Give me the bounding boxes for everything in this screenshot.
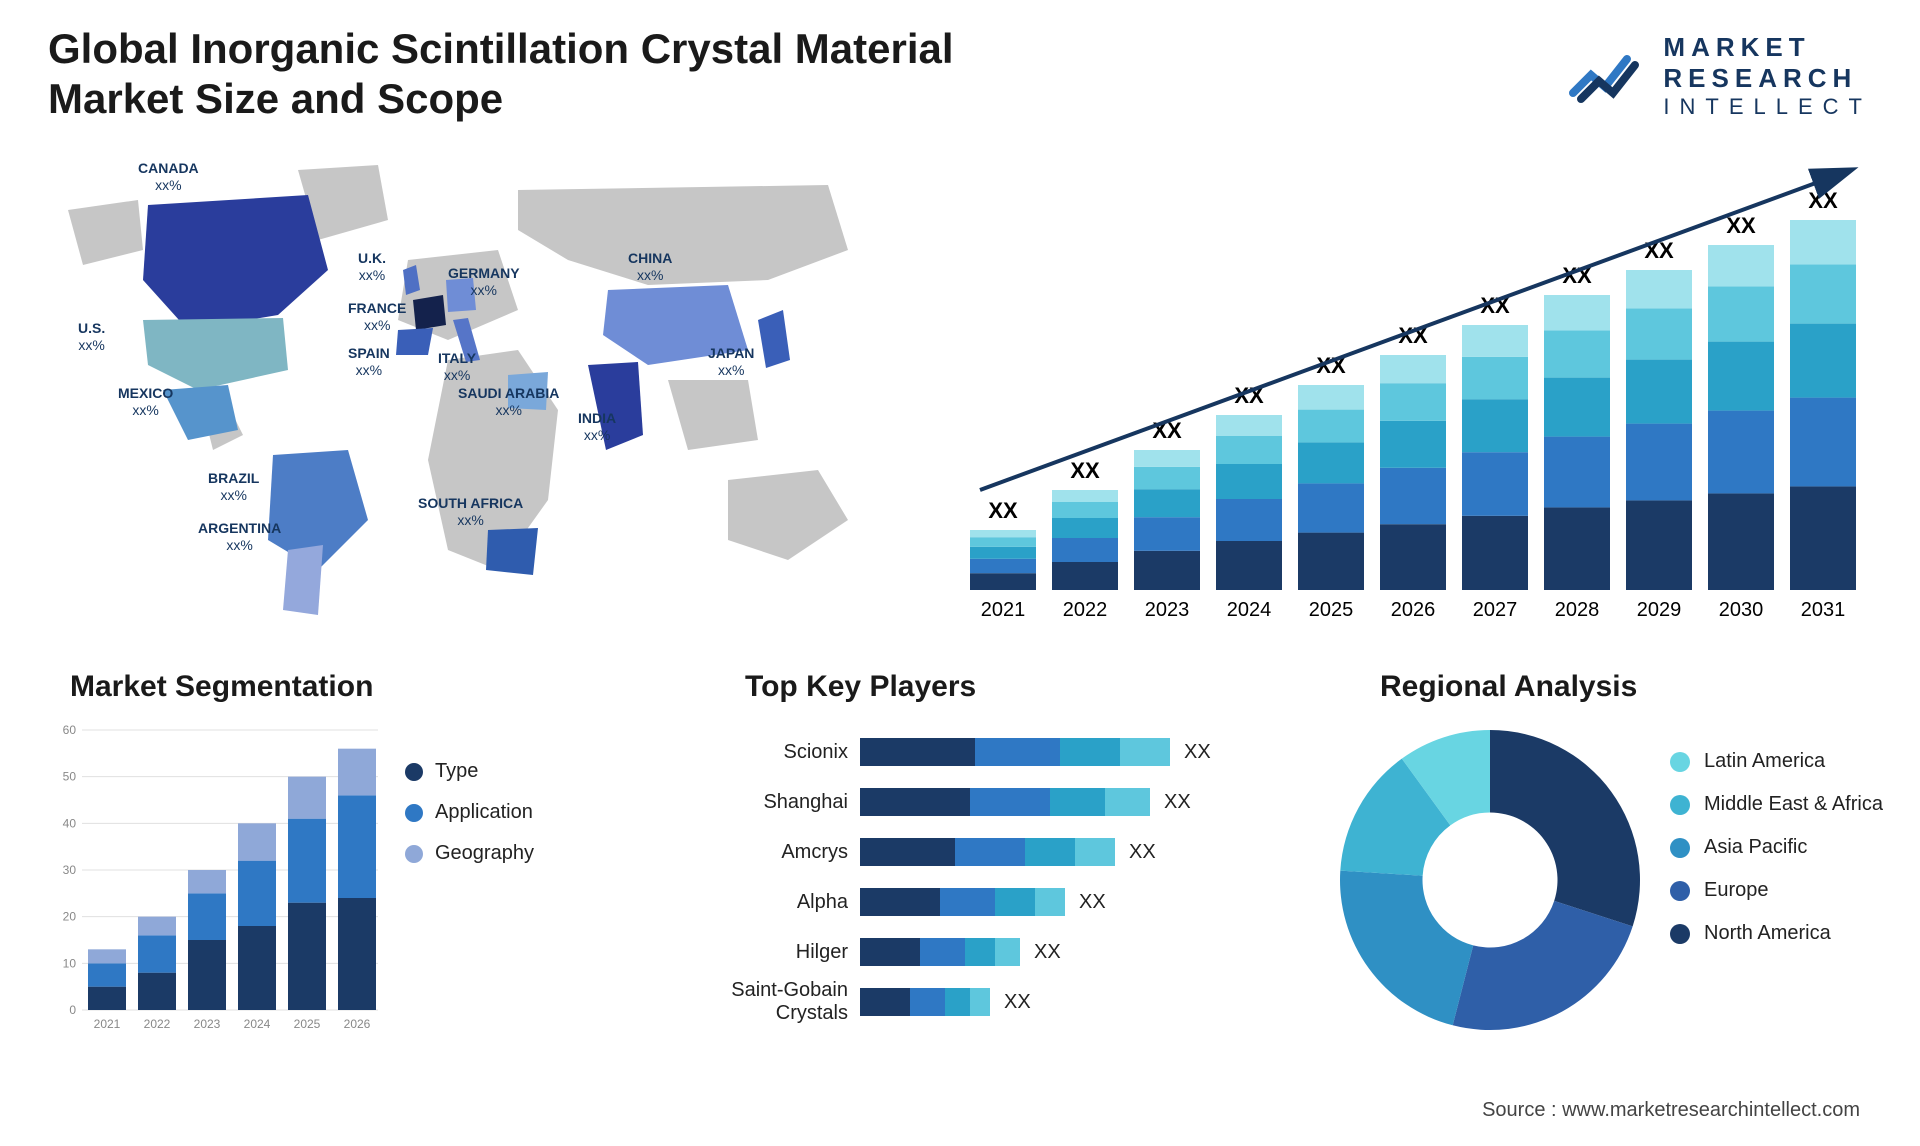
map-label: MEXICOxx% bbox=[118, 385, 173, 419]
key-player-bar bbox=[860, 788, 1150, 816]
key-player-name: Alpha bbox=[660, 891, 860, 914]
svg-text:10: 10 bbox=[63, 956, 77, 970]
key-player-bar bbox=[860, 888, 1065, 916]
key-player-bar bbox=[860, 838, 1115, 866]
svg-text:2024: 2024 bbox=[1227, 599, 1272, 621]
logo-line-3: INTELLECT bbox=[1663, 94, 1872, 120]
map-label: JAPANxx% bbox=[708, 345, 754, 379]
key-player-value: XX bbox=[1079, 891, 1106, 914]
key-player-name: Hilger bbox=[660, 941, 860, 964]
key-player-bar bbox=[860, 938, 1020, 966]
key-player-bar bbox=[860, 738, 1170, 766]
legend-item: Latin America bbox=[1670, 750, 1883, 773]
svg-text:2031: 2031 bbox=[1801, 599, 1846, 621]
segmentation-svg: 0 10 20 30 40 50 60 2021 2022 2023 2024 2025 2026 bbox=[48, 720, 388, 1040]
legend-item: Asia Pacific bbox=[1670, 836, 1883, 859]
legend-item: Geography bbox=[405, 842, 534, 865]
source-text: Source : www.marketresearchintellect.com bbox=[1482, 1099, 1860, 1122]
key-player-value: XX bbox=[1004, 991, 1031, 1014]
svg-text:2022: 2022 bbox=[144, 1017, 171, 1031]
svg-text:2024: 2024 bbox=[244, 1017, 271, 1031]
map-label: U.S.xx% bbox=[78, 320, 105, 354]
svg-text:50: 50 bbox=[63, 770, 77, 784]
svg-text:2022: 2022 bbox=[1063, 599, 1108, 621]
regional-svg bbox=[1330, 720, 1650, 1040]
header: Global Inorganic Scintillation Crystal M… bbox=[48, 24, 1872, 125]
logo-icon bbox=[1567, 41, 1651, 111]
world-map: CANADAxx% U.S.xx% MEXICOxx% BRAZILxx% ARGENT… bbox=[48, 150, 918, 630]
map-label: SAUDI ARABIAxx% bbox=[458, 385, 559, 419]
logo: MARKET RESEARCH INTELLECT bbox=[1567, 32, 1872, 120]
map-label: CANADAxx% bbox=[138, 160, 199, 194]
key-player-name: Shanghai bbox=[660, 791, 860, 814]
map-label: FRANCExx% bbox=[348, 300, 406, 334]
legend-item: Application bbox=[405, 801, 534, 824]
map-label: ARGENTINAxx% bbox=[198, 520, 281, 554]
key-player-row: Shanghai XX bbox=[660, 780, 1280, 824]
logo-line-1: MARKET bbox=[1663, 32, 1872, 63]
forecast-bar-svg: XX2021XX2022XX2023XX2024XX2025XX2026XX20… bbox=[960, 150, 1872, 630]
key-player-bar bbox=[860, 988, 990, 1016]
svg-text:2027: 2027 bbox=[1473, 599, 1518, 621]
svg-text:2028: 2028 bbox=[1555, 599, 1600, 621]
svg-text:2026: 2026 bbox=[344, 1017, 371, 1031]
segmentation-chart: 0 10 20 30 40 50 60 2021 2022 2023 2024 2025 2026 bbox=[48, 720, 388, 1040]
key-players-title: Top Key Players bbox=[745, 670, 976, 704]
map-label: BRAZILxx% bbox=[208, 470, 259, 504]
svg-text:2023: 2023 bbox=[194, 1017, 221, 1031]
segmentation-title: Market Segmentation bbox=[70, 670, 373, 704]
key-players-chart: ScionixXXShanghaiXXAmcrysXXAlphaXXHilger… bbox=[660, 730, 1280, 1060]
key-player-name: Amcrys bbox=[660, 841, 860, 864]
svg-text:XX: XX bbox=[1808, 188, 1838, 213]
svg-text:2023: 2023 bbox=[1145, 599, 1190, 621]
regional-title: Regional Analysis bbox=[1380, 670, 1637, 704]
svg-text:2025: 2025 bbox=[1309, 599, 1354, 621]
key-player-value: XX bbox=[1129, 841, 1156, 864]
page-title: Global Inorganic Scintillation Crystal M… bbox=[48, 24, 1048, 125]
svg-text:XX: XX bbox=[988, 498, 1018, 523]
svg-text:30: 30 bbox=[63, 863, 77, 877]
map-label: CHINAxx% bbox=[628, 250, 672, 284]
key-player-name: Saint-Gobain Crystals bbox=[660, 979, 860, 1025]
key-player-row: Alpha XX bbox=[660, 880, 1280, 924]
legend-item: North America bbox=[1670, 922, 1883, 945]
regional-donut bbox=[1330, 720, 1650, 1040]
key-player-row: Scionix XX bbox=[660, 730, 1280, 774]
svg-text:60: 60 bbox=[63, 723, 77, 737]
forecast-bar-chart: XX2021XX2022XX2023XX2024XX2025XX2026XX20… bbox=[960, 150, 1872, 630]
key-player-value: XX bbox=[1184, 741, 1211, 764]
legend-item: Middle East & Africa bbox=[1670, 793, 1883, 816]
svg-text:XX: XX bbox=[1726, 213, 1756, 238]
svg-text:40: 40 bbox=[63, 816, 77, 830]
map-label: U.K.xx% bbox=[358, 250, 386, 284]
svg-text:0: 0 bbox=[69, 1003, 76, 1017]
logo-line-2: RESEARCH bbox=[1663, 63, 1872, 94]
segmentation-legend: Type Application Geography bbox=[405, 760, 534, 883]
key-player-row: Hilger XX bbox=[660, 930, 1280, 974]
map-label: GERMANYxx% bbox=[448, 265, 520, 299]
legend-item: Europe bbox=[1670, 879, 1883, 902]
key-player-value: XX bbox=[1164, 791, 1191, 814]
svg-text:20: 20 bbox=[63, 910, 77, 924]
map-label: SPAINxx% bbox=[348, 345, 390, 379]
legend-item: Type bbox=[405, 760, 534, 783]
svg-text:2021: 2021 bbox=[981, 599, 1026, 621]
key-player-row: Amcrys XX bbox=[660, 830, 1280, 874]
key-player-row: Saint-Gobain Crystals XX bbox=[660, 980, 1280, 1024]
svg-text:2025: 2025 bbox=[294, 1017, 321, 1031]
svg-text:2026: 2026 bbox=[1391, 599, 1436, 621]
map-label: INDIAxx% bbox=[578, 410, 616, 444]
svg-text:2021: 2021 bbox=[94, 1017, 121, 1031]
regional-legend: Latin America Middle East & Africa Asia Pa… bbox=[1670, 750, 1883, 965]
map-label: SOUTH AFRICAxx% bbox=[418, 495, 523, 529]
svg-text:2030: 2030 bbox=[1719, 599, 1764, 621]
key-player-name: Scionix bbox=[660, 741, 860, 764]
map-label: ITALYxx% bbox=[438, 350, 476, 384]
svg-text:XX: XX bbox=[1070, 458, 1100, 483]
key-player-value: XX bbox=[1034, 941, 1061, 964]
svg-text:2029: 2029 bbox=[1637, 599, 1682, 621]
